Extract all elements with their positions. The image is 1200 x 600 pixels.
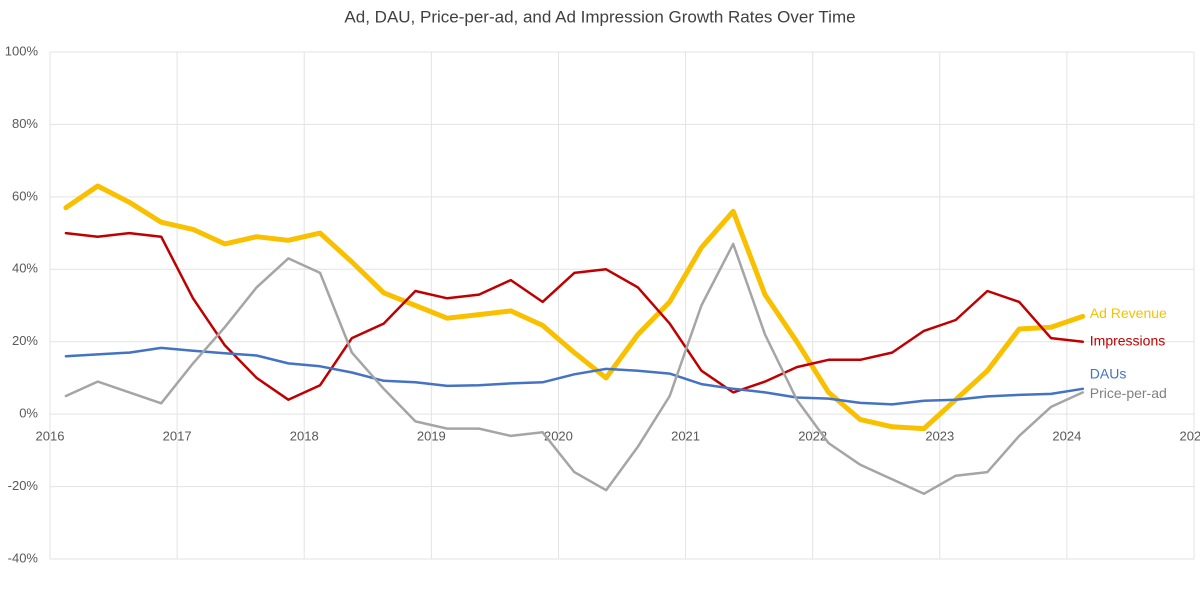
y-tick-label: 100% bbox=[5, 43, 39, 58]
x-tick-label: 2025 bbox=[1180, 429, 1200, 444]
y-tick-label: 60% bbox=[12, 188, 38, 203]
x-tick-label: 2016 bbox=[36, 429, 65, 444]
x-tick-label: 2019 bbox=[417, 429, 446, 444]
y-tick-label: 40% bbox=[12, 261, 38, 276]
series-line bbox=[64, 346, 1085, 406]
y-tick-label: 0% bbox=[19, 406, 38, 421]
x-tick-label: 2021 bbox=[671, 429, 700, 444]
x-tick-label: 2023 bbox=[925, 429, 954, 444]
series-line bbox=[63, 183, 1086, 432]
chart-title: Ad, DAU, Price-per-ad, and Ad Impression… bbox=[344, 7, 855, 26]
series-line bbox=[64, 231, 1085, 401]
x-tick-label: 2017 bbox=[163, 429, 192, 444]
series-line bbox=[64, 242, 1085, 496]
x-tick-label: 2018 bbox=[290, 429, 319, 444]
y-tick-label: 20% bbox=[12, 333, 38, 348]
y-tick-label: 80% bbox=[12, 116, 38, 131]
series-label: Impressions bbox=[1090, 332, 1165, 348]
y-tick-label: -40% bbox=[8, 550, 39, 565]
y-tick-label: -20% bbox=[8, 478, 39, 493]
series-label: DAUs bbox=[1090, 365, 1127, 381]
series-label: Ad Revenue bbox=[1090, 305, 1167, 321]
series-label: Price-per-ad bbox=[1090, 385, 1167, 401]
x-tick-label: 2024 bbox=[1052, 429, 1081, 444]
x-tick-label: 2020 bbox=[544, 429, 573, 444]
